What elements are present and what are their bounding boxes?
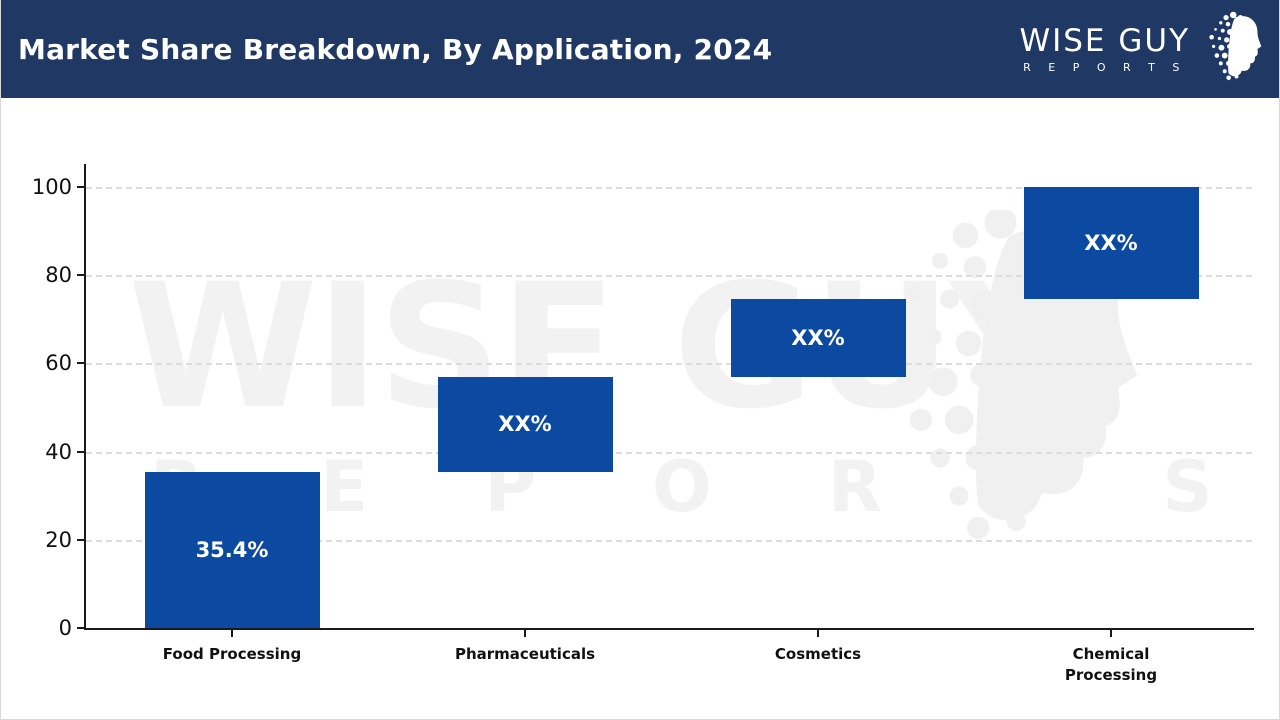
y-tick-mark xyxy=(77,450,85,453)
bar-label: 35.4% xyxy=(195,537,269,562)
x-axis-spine xyxy=(84,628,1254,630)
x-tick-mark xyxy=(817,630,819,637)
gridline xyxy=(86,363,1252,366)
y-tick-label: 60 xyxy=(45,351,72,376)
header: Market Share Breakdown, By Application, … xyxy=(0,0,1280,98)
y-tick-label: 80 xyxy=(45,263,72,288)
bar: XX% xyxy=(730,299,906,378)
y-tick-label: 0 xyxy=(58,616,72,640)
y-tick-mark xyxy=(77,274,85,277)
x-tick-label: Pharmaceuticals xyxy=(454,645,596,663)
bar-label: XX% xyxy=(1084,231,1138,255)
y-tick-label: 100 xyxy=(31,175,72,199)
gridline xyxy=(86,539,1252,542)
logo-text: WISE GUY R E P O R T S xyxy=(1019,22,1190,74)
y-tick-label: 20 xyxy=(45,527,72,552)
chart-area: WISE GUY R E P O R T S 0 20 40 60 80 100 Food … xyxy=(0,98,1280,720)
x-tick-label: Cosmetics xyxy=(774,645,862,663)
wise-guy-face-icon xyxy=(1209,11,1262,81)
bar: 35.4% xyxy=(144,471,320,628)
y-tick-mark xyxy=(77,538,85,541)
gridline xyxy=(86,275,1252,278)
x-tick-mark xyxy=(524,630,526,637)
y-tick-mark xyxy=(77,627,85,629)
bar-label: XX% xyxy=(498,412,552,437)
y-axis-spine xyxy=(84,164,86,630)
wise-guy-logo: WISE GUY R E P O R T S xyxy=(1019,11,1264,87)
x-tick-mark xyxy=(1110,630,1112,637)
gridline xyxy=(86,187,1252,189)
logo-subtitle: R E P O R T S xyxy=(1023,60,1187,74)
x-tick-label: Chemical Processing xyxy=(1064,645,1158,684)
y-tick-label: 40 xyxy=(45,439,72,464)
bar-label: XX% xyxy=(791,326,845,351)
gridline xyxy=(86,451,1252,454)
y-tick-mark xyxy=(77,362,85,365)
y-tick-mark xyxy=(77,186,85,188)
bar: XX% xyxy=(437,377,613,472)
page-title: Market Share Breakdown, By Application, … xyxy=(18,32,773,66)
x-tick-mark xyxy=(231,630,233,637)
logo-wordmark: WISE GUY xyxy=(1019,22,1190,59)
bar: XX% xyxy=(1023,187,1199,299)
x-tick-label: Food Processing xyxy=(162,645,302,663)
